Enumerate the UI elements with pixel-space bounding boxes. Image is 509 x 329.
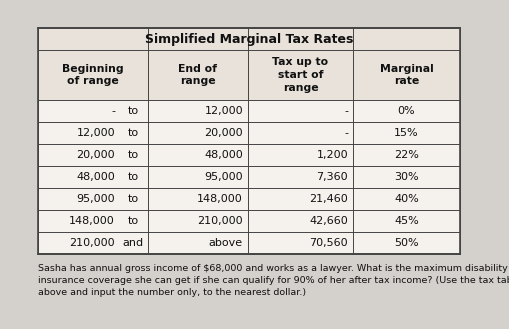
Text: 210,000: 210,000	[69, 238, 115, 248]
Text: 40%: 40%	[394, 194, 419, 204]
Text: to: to	[127, 172, 138, 182]
Text: 20,000: 20,000	[205, 128, 243, 138]
Text: 45%: 45%	[394, 216, 419, 226]
Text: 12,000: 12,000	[76, 128, 115, 138]
Text: 70,560: 70,560	[309, 238, 348, 248]
Text: 210,000: 210,000	[197, 216, 243, 226]
Text: Sasha has annual gross income of $68,000 and works as a lawyer. What is the maxi: Sasha has annual gross income of $68,000…	[38, 264, 509, 297]
Text: to: to	[127, 150, 138, 160]
Text: to: to	[127, 106, 138, 116]
Text: and: and	[123, 238, 144, 248]
Text: 148,000: 148,000	[69, 216, 115, 226]
Text: 148,000: 148,000	[197, 194, 243, 204]
Bar	[38, 28, 460, 254]
Text: End of
range: End of range	[179, 63, 217, 87]
Text: Simplified Marginal Tax Rates: Simplified Marginal Tax Rates	[145, 33, 353, 45]
Text: 1,200: 1,200	[317, 150, 348, 160]
Text: 50%: 50%	[394, 238, 419, 248]
Text: 48,000: 48,000	[76, 172, 115, 182]
Text: 12,000: 12,000	[205, 106, 243, 116]
Text: 22%: 22%	[394, 150, 419, 160]
Text: 95,000: 95,000	[205, 172, 243, 182]
Text: Beginning
of range: Beginning of range	[62, 63, 124, 87]
Text: 42,660: 42,660	[309, 216, 348, 226]
Text: 30%: 30%	[394, 172, 419, 182]
Text: 7,360: 7,360	[317, 172, 348, 182]
Text: -: -	[344, 106, 348, 116]
Text: 21,460: 21,460	[309, 194, 348, 204]
Text: to: to	[127, 216, 138, 226]
Bar	[38, 28, 460, 254]
Text: 0%: 0%	[398, 106, 415, 116]
Text: Tax up to
start of
range: Tax up to start of range	[272, 57, 329, 93]
Text: to: to	[127, 128, 138, 138]
Bar	[38, 28, 460, 50]
Text: -: -	[111, 106, 115, 116]
Text: 20,000: 20,000	[76, 150, 115, 160]
Text: Marginal
rate: Marginal rate	[380, 63, 433, 87]
Text: -: -	[344, 128, 348, 138]
Bar	[38, 50, 460, 100]
Text: 48,000: 48,000	[204, 150, 243, 160]
Text: above: above	[209, 238, 243, 248]
Text: 95,000: 95,000	[76, 194, 115, 204]
Text: to: to	[127, 194, 138, 204]
Text: 15%: 15%	[394, 128, 419, 138]
